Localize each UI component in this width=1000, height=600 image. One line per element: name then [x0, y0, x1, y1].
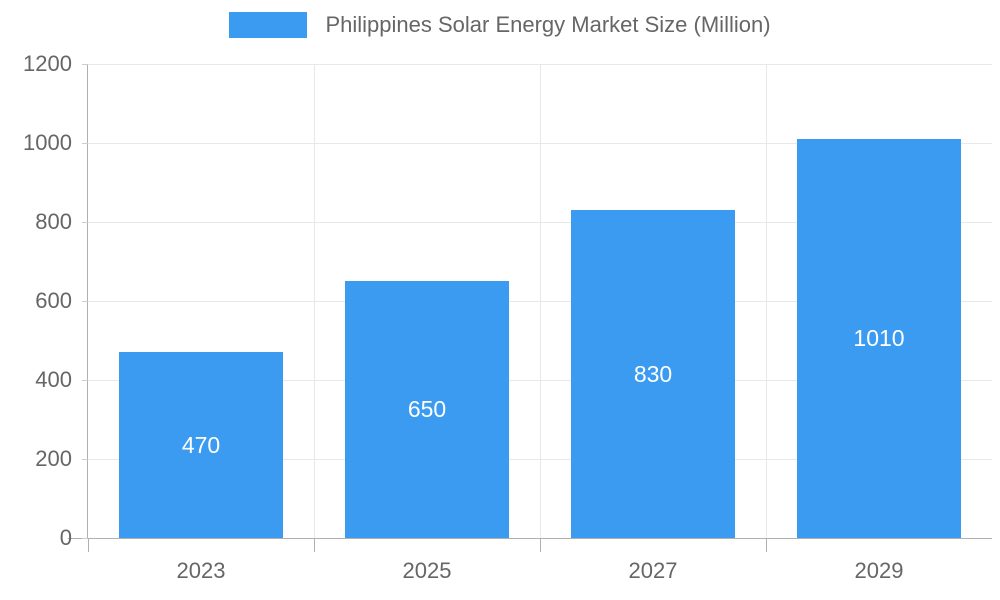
bar-value-label-2027: 830 — [633, 361, 673, 388]
y-tick-label-800: 800 — [35, 209, 72, 234]
legend-item-label: Philippines Solar Energy Market Size (Mi… — [325, 12, 771, 37]
y-tick-mark-1000 — [82, 143, 88, 144]
bar-2023[interactable]: 470 — [119, 352, 283, 538]
gridline-x-2 — [540, 64, 541, 538]
x-tick-mark-3 — [766, 539, 767, 552]
y-tick-mark-200 — [82, 459, 88, 460]
plot-area: 470 650 830 1010 — [88, 64, 992, 538]
x-category-label-2029: 2029 — [854, 558, 904, 583]
x-tick-mark-2 — [540, 539, 541, 552]
bar-2027[interactable]: 830 — [571, 210, 735, 538]
y-tick-mark-400 — [82, 380, 88, 381]
x-category-label-2023: 2023 — [176, 558, 226, 583]
y-tick-label-1200: 1200 — [23, 51, 72, 76]
x-category-label-2025: 2025 — [402, 558, 452, 583]
y-tick-mark-0 — [82, 538, 88, 539]
y-tick-label-600: 600 — [35, 288, 72, 313]
gridline-x-3 — [766, 64, 767, 538]
bar-2029[interactable]: 1010 — [797, 139, 961, 538]
x-axis-line — [68, 538, 992, 539]
bar-2025[interactable]: 650 — [345, 281, 509, 538]
y-tick-mark-1200 — [82, 64, 88, 65]
x-tick-mark-0 — [88, 539, 89, 552]
bar-value-label-2029: 1010 — [853, 325, 905, 352]
y-tick-label-0: 0 — [59, 525, 72, 550]
bar-value-label-2025: 650 — [407, 396, 447, 423]
legend-item-philippines-solar-energy-market-size[interactable]: Philippines Solar Energy Market Size (Mi… — [229, 12, 771, 38]
y-tick-label-200: 200 — [35, 446, 72, 471]
gridline-x-1 — [314, 64, 315, 538]
x-tick-mark-1 — [314, 539, 315, 552]
y-tick-label-1000: 1000 — [23, 130, 72, 155]
chart-legend: Philippines Solar Energy Market Size (Mi… — [0, 12, 1000, 38]
legend-swatch-icon — [229, 12, 308, 38]
y-tick-mark-600 — [82, 301, 88, 302]
x-category-label-2027: 2027 — [628, 558, 678, 583]
bar-value-label-2023: 470 — [181, 432, 221, 459]
y-tick-label-400: 400 — [35, 367, 72, 392]
y-tick-mark-800 — [82, 222, 88, 223]
